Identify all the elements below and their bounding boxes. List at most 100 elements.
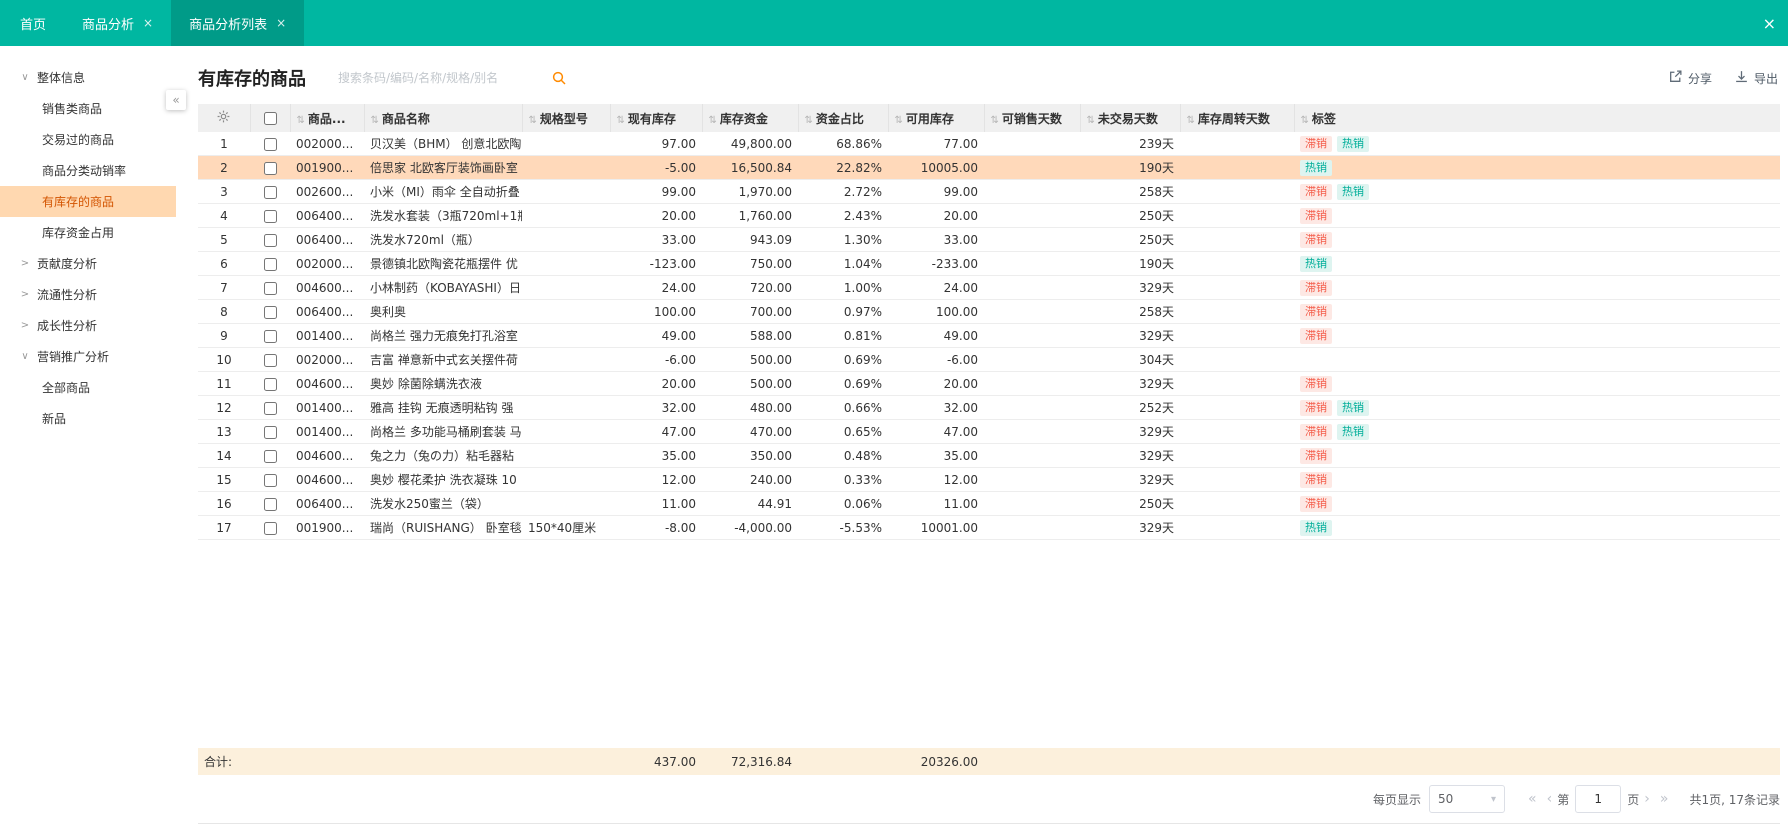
- share-button[interactable]: 分享: [1668, 69, 1712, 87]
- sidebar-group[interactable]: > 流通性分析: [0, 279, 176, 310]
- table-row[interactable]: 2 001900... 倍思家 北欧客厅装饰画卧室 -5.00 16,500.84 22.…: [198, 155, 1780, 180]
- cell-ratio: 22.82%: [798, 155, 888, 180]
- table-row[interactable]: 14 004600... 兔之力（兔の力）粘毛器粘 35.00 350.00 0.48% 3…: [198, 443, 1780, 468]
- cell-available: 32.00: [888, 395, 984, 420]
- search-input[interactable]: [336, 70, 545, 86]
- export-button[interactable]: 导出: [1734, 69, 1778, 87]
- row-checkbox[interactable]: [263, 473, 277, 487]
- row-checkbox[interactable]: [263, 185, 277, 199]
- table-row[interactable]: 17 001900... 瑞尚（RUISHANG） 卧室毯 150*40厘米 -8.00…: [198, 515, 1780, 540]
- table-row[interactable]: 8 006400... 奥利奥 100.00 700.00 0.97% 100.00 258天…: [198, 299, 1780, 324]
- sidebar-group[interactable]: > 贡献度分析: [0, 248, 176, 279]
- cell-tags: 滞销: [1294, 467, 1780, 492]
- sidebar-group[interactable]: > 成长性分析: [0, 310, 176, 341]
- sidebar-item[interactable]: 全部商品: [42, 381, 91, 395]
- sidebar-item[interactable]: 新品: [42, 412, 67, 426]
- prev-page-button[interactable]: ‹: [1546, 791, 1553, 807]
- cell-sellable-days: [984, 515, 1080, 540]
- column-header-product-code[interactable]: ⇅ 商品...: [290, 104, 365, 132]
- first-page-button[interactable]: «: [1528, 791, 1537, 807]
- column-header-sellable-days[interactable]: ⇅ 可销售天数: [984, 104, 1081, 132]
- search-icon[interactable]: [551, 70, 567, 86]
- column-header-ratio[interactable]: ⇅ 资金占比: [798, 104, 889, 132]
- sidebar-item[interactable]: 销售类商品: [42, 102, 103, 116]
- table-row[interactable]: 12 001400... 雅高 挂钩 无痕透明粘钩 强 32.00 480.00 0.66…: [198, 395, 1780, 420]
- sidebar-group[interactable]: ∨ 整体信息: [0, 62, 176, 93]
- cell-stock: -5.00: [610, 155, 702, 180]
- table-row[interactable]: 11 004600... 奥妙 除菌除螨洗衣液 20.00 500.00 0.69% 20.…: [198, 371, 1780, 396]
- tag-slow-sale: 滞销: [1300, 327, 1332, 344]
- row-checkbox[interactable]: [263, 401, 277, 415]
- column-header-no-trade-days[interactable]: ⇅ 未交易天数: [1080, 104, 1181, 132]
- row-checkbox[interactable]: [263, 233, 277, 247]
- cell-fund: 49,800.00: [702, 132, 798, 156]
- row-checkbox[interactable]: [263, 137, 277, 151]
- tab-product-analysis[interactable]: 商品分析 ×: [64, 0, 171, 46]
- column-header-spec[interactable]: ⇅ 规格型号: [522, 104, 611, 132]
- sidebar-item[interactable]: 商品分类动销率: [42, 164, 127, 178]
- cell-turnover-days: [1180, 467, 1294, 492]
- row-checkbox-cell: [250, 251, 290, 276]
- row-checkbox[interactable]: [263, 353, 277, 367]
- sort-icon: ⇅: [804, 114, 813, 126]
- close-icon[interactable]: ×: [1762, 13, 1776, 33]
- row-checkbox[interactable]: [263, 521, 277, 535]
- row-checkbox[interactable]: [263, 161, 277, 175]
- products-table: ⇅ 商品... ⇅ 商品名称 ⇅ 规格型号 ⇅ 现有库存 ⇅ 库存资金 ⇅ 资金占比 ⇅ 可用…: [198, 104, 1780, 540]
- table-area: ⇅ 商品... ⇅ 商品名称 ⇅ 规格型号 ⇅ 现有库存 ⇅ 库存资金 ⇅ 资金占比 ⇅ 可用…: [198, 100, 1788, 748]
- column-header-fund[interactable]: ⇅ 库存资金: [702, 104, 799, 132]
- table-row[interactable]: 6 002000... 景德镇北欧陶瓷花瓶摆件 优 -123.00 750.00 1.04…: [198, 251, 1780, 276]
- sidebar-item[interactable]: 库存资金占用: [42, 226, 115, 240]
- sidebar-tree: ∨ 整体信息销售类商品交易过的商品 商品分类动销率有库存的商品库存资金占用 > 贡献度分…: [0, 62, 176, 434]
- column-header-available[interactable]: ⇅ 可用库存: [888, 104, 985, 132]
- summary-row: 合计: 437.00 72,316.84 20326.00: [198, 748, 1781, 775]
- row-checkbox[interactable]: [263, 449, 277, 463]
- close-icon[interactable]: ×: [143, 16, 154, 30]
- gear-icon[interactable]: [216, 110, 231, 127]
- cell-stock: 33.00: [610, 227, 702, 252]
- cell-stock: 49.00: [610, 323, 702, 348]
- row-checkbox[interactable]: [263, 425, 277, 439]
- cell-turnover-days: [1180, 227, 1294, 252]
- tab-home[interactable]: 首页: [2, 0, 64, 46]
- column-header-tags[interactable]: ⇅ 标签: [1294, 104, 1780, 132]
- column-header-stock[interactable]: ⇅ 现有库存: [610, 104, 703, 132]
- row-checkbox[interactable]: [263, 281, 277, 295]
- tag-slow-sale: 滞销: [1300, 279, 1332, 296]
- cell-no-trade-days: 329天: [1080, 443, 1180, 468]
- tab-product-analysis-list[interactable]: 商品分析列表 ×: [171, 0, 305, 46]
- next-page-button[interactable]: ›: [1644, 791, 1650, 807]
- table-row[interactable]: 7 004600... 小林制药（KOBAYASHI）日 24.00 720.00 1.0…: [198, 275, 1780, 300]
- cell-sellable-days: [984, 275, 1080, 300]
- per-page-select[interactable]: 50 ▾: [1429, 785, 1506, 813]
- column-header-select-all[interactable]: [250, 104, 291, 132]
- page-input[interactable]: [1575, 785, 1622, 813]
- summary-available-total: 20326.00: [920, 754, 979, 769]
- close-icon[interactable]: ×: [276, 16, 287, 30]
- row-checkbox[interactable]: [263, 257, 277, 271]
- table-row[interactable]: 4 006400... 洗发水套装（3瓶720ml+1瓶 20.00 1,760.00 2…: [198, 203, 1780, 228]
- select-all-checkbox[interactable]: [263, 112, 277, 125]
- table-row[interactable]: 16 006400... 洗发水250蜜兰（袋） 11.00 44.91 0.06% 11.…: [198, 491, 1780, 516]
- column-header-settings[interactable]: [198, 104, 251, 132]
- table-row[interactable]: 1 002000... 贝汉美（BHM） 创意北欧陶瓷 97.00 49,800.00 6…: [198, 132, 1780, 156]
- last-page-button[interactable]: »: [1659, 791, 1669, 807]
- row-checkbox[interactable]: [263, 329, 277, 343]
- column-header-turnover-days[interactable]: ⇅ 库存周转天数: [1180, 104, 1295, 132]
- row-checkbox[interactable]: [263, 497, 277, 511]
- table-row[interactable]: 5 006400... 洗发水720ml（瓶） 33.00 943.09 1.30% 33.…: [198, 227, 1780, 252]
- table-row[interactable]: 15 004600... 奥妙 樱花柔护 洗衣凝珠 10 12.00 240.00 0.3…: [198, 467, 1780, 492]
- table-row[interactable]: 13 001400... 尚格兰 多功能马桶刷套装 马 47.00 470.00 0.65…: [198, 419, 1780, 444]
- sidebar-group[interactable]: ∨ 营销推广分析: [0, 341, 176, 372]
- sidebar-collapse-button[interactable]: «: [166, 90, 186, 110]
- column-header-product-name[interactable]: ⇅ 商品名称: [364, 104, 523, 132]
- row-checkbox[interactable]: [263, 209, 277, 223]
- table-row[interactable]: 10 002000... 吉富 禅意新中式玄关摆件荷 -6.00 500.00 0.69%…: [198, 347, 1780, 372]
- sidebar-item[interactable]: 有库存的商品: [0, 186, 176, 217]
- row-checkbox[interactable]: [263, 377, 277, 391]
- cell-available: 10005.00: [888, 155, 984, 180]
- table-row[interactable]: 3 002600... 小米（MI）雨伞 全自动折叠 99.00 1,970.00 2.7…: [198, 179, 1780, 204]
- sidebar-item[interactable]: 交易过的商品: [42, 133, 115, 147]
- table-row[interactable]: 9 001400... 尚格兰 强力无痕免打孔浴室 49.00 588.00 0.81% 4…: [198, 323, 1780, 348]
- row-checkbox[interactable]: [263, 305, 277, 319]
